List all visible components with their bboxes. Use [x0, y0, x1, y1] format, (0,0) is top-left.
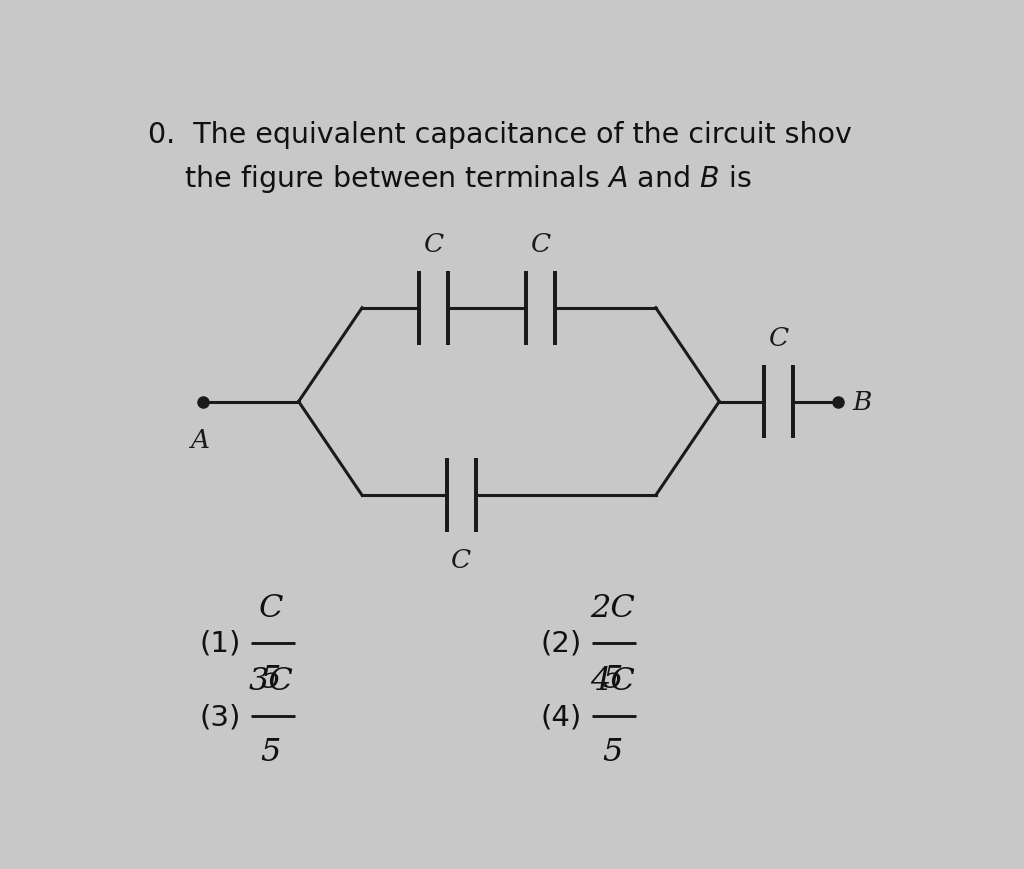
Text: (4): (4) [541, 702, 582, 731]
Text: C: C [259, 592, 283, 623]
Text: 4C: 4C [590, 666, 635, 696]
Text: C: C [424, 232, 443, 257]
Text: C: C [769, 326, 788, 350]
Text: 5: 5 [261, 737, 281, 767]
Text: C: C [452, 547, 471, 572]
Text: 5: 5 [602, 737, 623, 767]
Text: 5: 5 [602, 663, 623, 694]
Text: 3C: 3C [249, 666, 293, 696]
Text: C: C [530, 232, 551, 257]
Text: (1): (1) [200, 629, 241, 657]
Text: 0.  The equivalent capacitance of the circuit shov: 0. The equivalent capacitance of the cir… [147, 121, 852, 149]
Text: 5: 5 [261, 663, 281, 694]
Text: A: A [189, 428, 209, 453]
Text: 2C: 2C [590, 592, 635, 623]
Text: (3): (3) [200, 702, 241, 731]
Text: the figure between terminals $A$ and $B$ is: the figure between terminals $A$ and $B$… [147, 163, 752, 195]
Text: B: B [853, 389, 871, 415]
Text: (2): (2) [541, 629, 582, 657]
